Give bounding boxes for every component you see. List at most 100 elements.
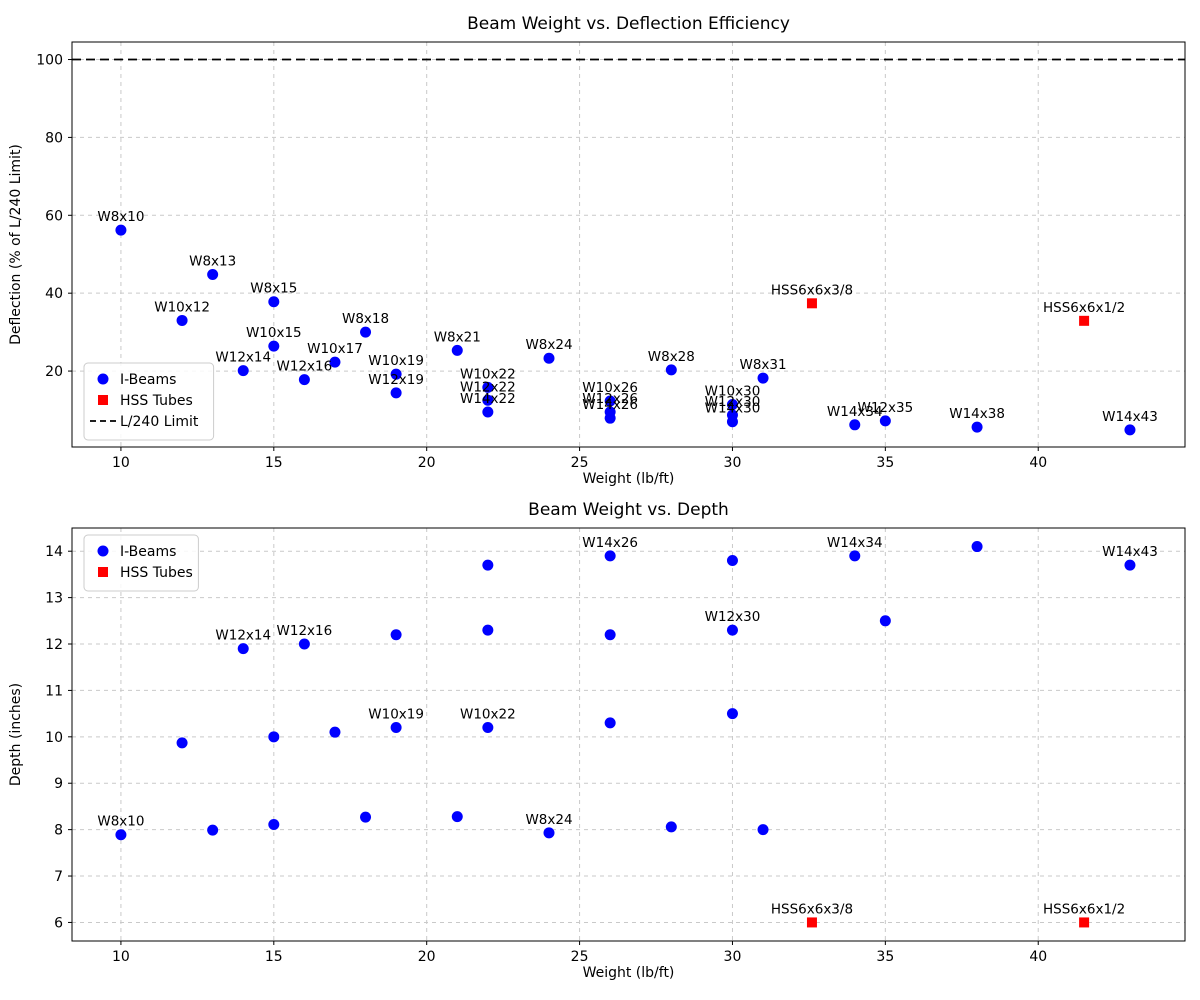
data-point-w12x16 (298, 638, 310, 650)
data-point-w8x13 (207, 268, 219, 280)
data-point-w12x35 (879, 615, 891, 627)
data-point-w10x30 (726, 708, 738, 720)
data-point-w8x15 (268, 296, 280, 308)
point-annotation: W10x19 (368, 353, 424, 369)
legend-box (83, 534, 199, 592)
point-annotation: W10x15 (246, 325, 302, 341)
point-annotation: W8x13 (189, 253, 236, 269)
point-annotation: W12x19 (368, 372, 424, 388)
data-point-w10x15 (268, 340, 280, 352)
x-tick-label: 15 (265, 949, 283, 965)
data-point-w12x19 (390, 629, 402, 641)
data-point-w12x35 (879, 415, 891, 427)
point-annotation: W8x18 (342, 311, 389, 327)
point-annotation: W12x35 (857, 400, 913, 416)
legend-marker-circle (97, 373, 109, 385)
point-annotation: W8x24 (525, 812, 572, 828)
data-point-w8x15 (268, 819, 280, 831)
point-annotation: W14x43 (1102, 409, 1158, 425)
x-tick-label: 10 (112, 949, 130, 965)
data-point-w12x30 (726, 624, 738, 636)
point-annotation: HSS6x6x3/8 (771, 282, 853, 298)
y-tick-label: 7 (54, 869, 63, 885)
data-point-w14x43 (1124, 559, 1136, 571)
data-point-w14x22 (482, 559, 494, 571)
data-point-w8x31 (757, 372, 769, 384)
x-tick-label: 40 (1029, 455, 1047, 471)
data-point-w10x15 (268, 731, 280, 743)
data-point-w10x30 (726, 399, 738, 411)
data-point-w8x18 (360, 326, 372, 338)
data-point-w10x17 (329, 356, 341, 368)
x-tick-label: 35 (876, 455, 894, 471)
point-annotation: W12x22 (460, 379, 516, 395)
point-annotation: W10x30 (705, 384, 761, 400)
point-annotation: W8x10 (97, 209, 144, 225)
y-tick-label: 12 (45, 637, 63, 653)
x-tick-label: 40 (1029, 949, 1047, 965)
point-annotation: HSS6x6x1/2 (1043, 300, 1125, 316)
data-point-w10x12 (176, 737, 188, 749)
data-point-w10x19 (390, 368, 402, 380)
point-annotation: W10x22 (460, 707, 516, 723)
y-tick-label: 80 (45, 130, 63, 146)
data-point-hss6x6x3-8 (806, 298, 817, 309)
point-annotation: W12x30 (705, 394, 761, 410)
y-tick-label: 9 (54, 776, 63, 792)
point-annotation: W12x14 (215, 350, 271, 366)
point-annotation: W14x34 (827, 404, 883, 420)
point-annotation: W14x38 (949, 406, 1005, 422)
data-point-w14x26 (604, 550, 616, 562)
data-point-hss6x6x1-2 (1079, 315, 1090, 326)
data-point-w14x43 (1124, 424, 1136, 436)
x-tick-label: 25 (571, 455, 589, 471)
y-tick-label: 13 (45, 591, 63, 607)
data-point-w14x26 (604, 412, 616, 424)
legend-item-label: HSS Tubes (120, 393, 193, 409)
point-annotation: W12x16 (277, 359, 333, 375)
x-tick-label: 15 (265, 455, 283, 471)
data-point-w8x31 (757, 824, 769, 836)
x-tick-label: 30 (724, 455, 742, 471)
x-axis-label: Weight (lb/ft) (583, 471, 675, 487)
legend-marker-square (98, 395, 108, 405)
point-annotation: W8x21 (434, 329, 481, 345)
data-point-w14x34 (849, 419, 861, 431)
point-annotation: W14x26 (582, 397, 638, 413)
y-tick-label: 8 (54, 823, 63, 839)
y-tick-label: 100 (36, 53, 63, 69)
y-tick-label: 40 (45, 286, 63, 302)
y-tick-label: 14 (45, 544, 63, 560)
data-point-w8x28 (665, 364, 677, 376)
data-point-w10x22 (482, 381, 494, 393)
y-tick-label: 6 (54, 915, 63, 931)
point-annotation: W10x17 (307, 341, 363, 357)
data-point-w10x26 (604, 717, 616, 729)
data-point-w8x10 (115, 224, 127, 236)
point-annotation: W12x30 (705, 609, 761, 625)
x-tick-label: 35 (876, 949, 894, 965)
point-annotation: W14x26 (582, 535, 638, 551)
x-tick-label: 25 (571, 949, 589, 965)
data-point-w8x18 (360, 811, 372, 823)
point-annotation: W10x12 (154, 299, 210, 315)
point-annotation: W14x34 (827, 535, 883, 551)
point-annotation: W12x16 (277, 623, 333, 639)
data-point-hss6x6x1-2 (1079, 917, 1090, 928)
data-point-w14x30 (726, 416, 738, 428)
legend-item-label: HSS Tubes (120, 565, 193, 581)
chart-title: Beam Weight vs. Depth (528, 500, 729, 520)
data-point-w8x13 (207, 824, 219, 836)
y-tick-label: 11 (45, 683, 63, 699)
data-point-w14x30 (726, 554, 738, 566)
x-tick-label: 30 (724, 949, 742, 965)
data-point-w10x22 (482, 722, 494, 734)
point-annotation: W8x28 (648, 349, 695, 365)
data-point-w12x14 (237, 643, 249, 655)
legend-item-label: L/240 Limit (120, 414, 199, 430)
legend-box (83, 362, 215, 441)
point-annotation: W8x24 (525, 337, 572, 353)
data-point-w10x12 (176, 314, 188, 326)
